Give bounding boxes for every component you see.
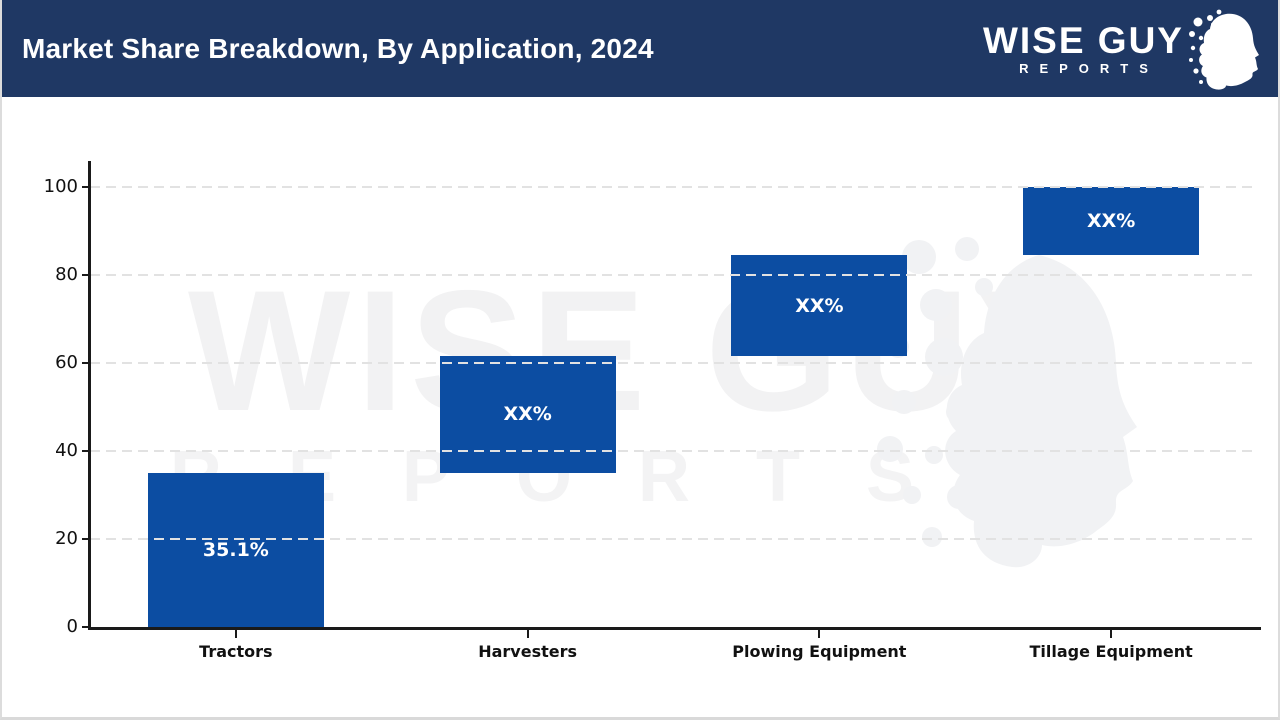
x-axis	[88, 627, 1261, 630]
x-tick-mark	[234, 630, 237, 638]
chart-canvas: WISE GUY REPORTS 0 20 40 60 80 100 35.1% XX% XX…	[2, 97, 1278, 717]
y-axis	[88, 161, 91, 630]
x-tick-mark	[818, 630, 821, 638]
watermark-head-icon	[877, 237, 1137, 568]
x-category-label: Tillage Equipment	[1029, 642, 1193, 661]
y-tick-label: 0	[66, 616, 78, 637]
gridline	[90, 538, 1257, 540]
page-title: Market Share Breakdown, By Application, …	[22, 32, 654, 64]
y-tick-mark	[82, 626, 90, 628]
bar-value-label: XX%	[795, 294, 844, 317]
y-tick-mark	[82, 362, 90, 364]
bar-value-label: 35.1%	[202, 538, 269, 561]
y-tick-label: 40	[55, 440, 78, 461]
y-tick-label: 100	[43, 176, 78, 197]
y-tick-mark	[82, 186, 90, 188]
gridline	[90, 362, 1257, 364]
gridline	[90, 186, 1257, 188]
brand-logo: WISE GUY REPORTS	[983, 8, 1262, 90]
bar: XX%	[439, 356, 616, 473]
bar-value-label: XX%	[503, 403, 552, 426]
y-tick-label: 80	[55, 264, 78, 285]
gridline	[90, 274, 1257, 276]
brand-logo-text: WISE GUY REPORTS	[983, 22, 1184, 75]
x-tick-mark	[1110, 630, 1113, 638]
brand-name: WISE GUY	[982, 20, 1184, 61]
y-tick-mark	[82, 274, 90, 276]
bar-value-label: XX%	[1086, 210, 1136, 233]
header-bar: Market Share Breakdown, By Application, …	[2, 0, 1278, 97]
bar: XX%	[731, 255, 908, 357]
bar: 35.1%	[147, 472, 324, 627]
y-tick-label: 20	[55, 528, 78, 549]
x-category-label: Tractors	[199, 642, 273, 661]
x-category-label: Plowing Equipment	[732, 642, 907, 661]
brand-head-icon	[1189, 9, 1259, 90]
y-tick-mark	[82, 538, 90, 540]
bar: XX%	[1023, 187, 1200, 256]
x-category-label: Harvesters	[478, 642, 578, 661]
x-tick-mark	[526, 630, 529, 638]
brand-subname: REPORTS	[1019, 61, 1159, 76]
y-tick-label: 60	[55, 352, 78, 373]
y-tick-mark	[82, 450, 90, 452]
gridline	[90, 450, 1257, 452]
